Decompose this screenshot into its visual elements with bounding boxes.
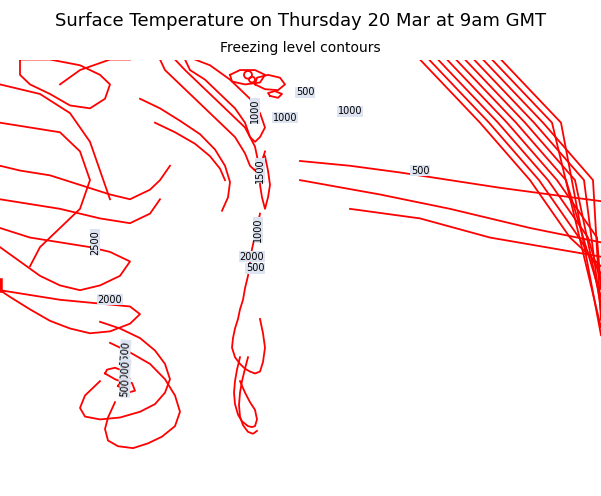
Text: 1000: 1000 bbox=[273, 113, 297, 123]
Text: 1500: 1500 bbox=[255, 158, 265, 183]
Text: Freezing level contours: Freezing level contours bbox=[220, 41, 381, 55]
Text: 2000: 2000 bbox=[240, 251, 264, 262]
Text: 2500: 2500 bbox=[90, 230, 100, 255]
Text: Surface Temperature on Thursday 20 Mar at 9am GMT: Surface Temperature on Thursday 20 Mar a… bbox=[55, 12, 546, 30]
Text: 1000: 1000 bbox=[250, 99, 260, 124]
Text: 1000: 1000 bbox=[253, 218, 263, 242]
Text: 1500: 1500 bbox=[119, 340, 131, 365]
Text: 500: 500 bbox=[296, 87, 314, 97]
Text: 1000: 1000 bbox=[338, 106, 362, 116]
Text: 2000: 2000 bbox=[98, 295, 123, 305]
Text: 500: 500 bbox=[246, 263, 264, 273]
Text: 1000: 1000 bbox=[119, 359, 131, 384]
Text: 500: 500 bbox=[119, 378, 131, 397]
Text: 500: 500 bbox=[410, 166, 429, 176]
